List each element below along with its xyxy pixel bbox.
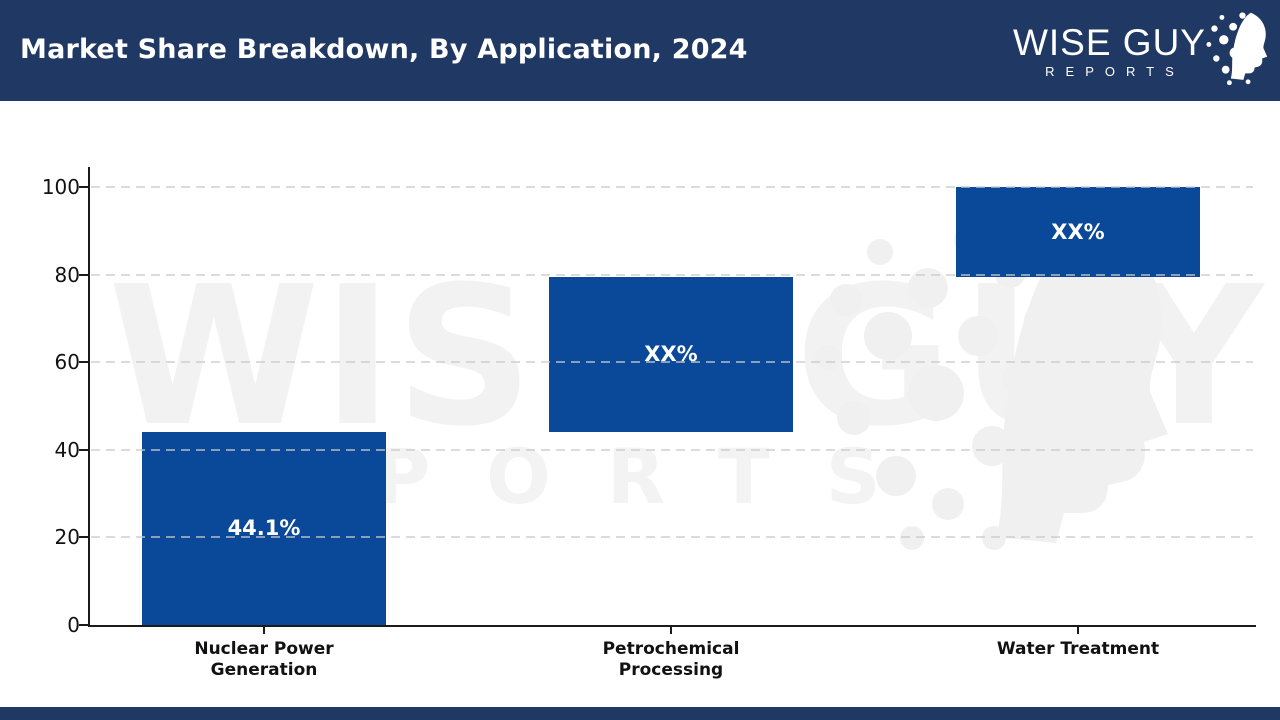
y-tick-label-100: 100	[41, 175, 80, 199]
gridline-60	[91, 361, 1253, 364]
x-tick-mark	[670, 625, 672, 634]
dotted-head-profile-icon	[1206, 12, 1268, 86]
y-tick-label-0: 0	[67, 613, 80, 637]
x-axis-label: Nuclear Power Generation	[104, 639, 424, 681]
bar-water-treatment	[956, 187, 1200, 277]
x-axis-label-line: Nuclear Power	[194, 639, 334, 659]
gridline-40	[91, 448, 1253, 451]
y-tick-label-80: 80	[54, 262, 80, 287]
y-axis-line	[88, 167, 90, 627]
x-axis-line	[88, 625, 1256, 627]
y-tick-mark	[79, 361, 89, 364]
x-axis-label-line: Processing	[618, 660, 724, 680]
watermark-dotted-head-icon	[815, 218, 1168, 550]
y-tick-label-60: 60	[54, 350, 80, 375]
y-tick-label-20: 20	[54, 525, 80, 550]
y-tick-mark	[79, 536, 89, 539]
y-tick-mark	[79, 186, 89, 188]
logo-text: WISE GUY REPORTS	[1013, 24, 1206, 79]
gridline-80	[91, 273, 1253, 276]
bar-nuclear-power-generation	[142, 431, 386, 625]
bar-value-label: XX%	[1051, 219, 1105, 244]
gridline-20	[91, 536, 1253, 539]
x-tick-mark	[1077, 625, 1079, 634]
footer-bar	[0, 707, 1280, 720]
y-tick-mark	[79, 624, 89, 626]
x-tick-mark	[263, 625, 265, 634]
x-axis-label-line: Water Treatment	[996, 639, 1160, 659]
x-axis-label-line: Generation	[210, 660, 318, 680]
y-tick-mark	[79, 273, 89, 276]
x-axis-label-line: Petrochemical	[602, 639, 740, 659]
bar-value-label: XX%	[644, 342, 698, 367]
header-bar: Market Share Breakdown, By Application, …	[0, 0, 1280, 101]
wise-guy-reports-logo: WISE GUY REPORTS	[1013, 8, 1270, 94]
bar-petrochemical-processing	[549, 276, 793, 432]
logo-subtext: REPORTS	[1045, 63, 1185, 79]
y-tick-mark	[79, 448, 89, 451]
x-axis-label: Water Treatment	[918, 639, 1238, 660]
gridline-100	[91, 186, 1253, 188]
y-tick-label-40: 40	[54, 437, 80, 462]
bar-value-label: 44.1%	[227, 516, 301, 541]
x-axis-label: Petrochemical Processing	[511, 639, 831, 681]
page-title: Market Share Breakdown, By Application, …	[20, 34, 748, 65]
logo-wordmark: WISE GUY	[1012, 21, 1206, 63]
